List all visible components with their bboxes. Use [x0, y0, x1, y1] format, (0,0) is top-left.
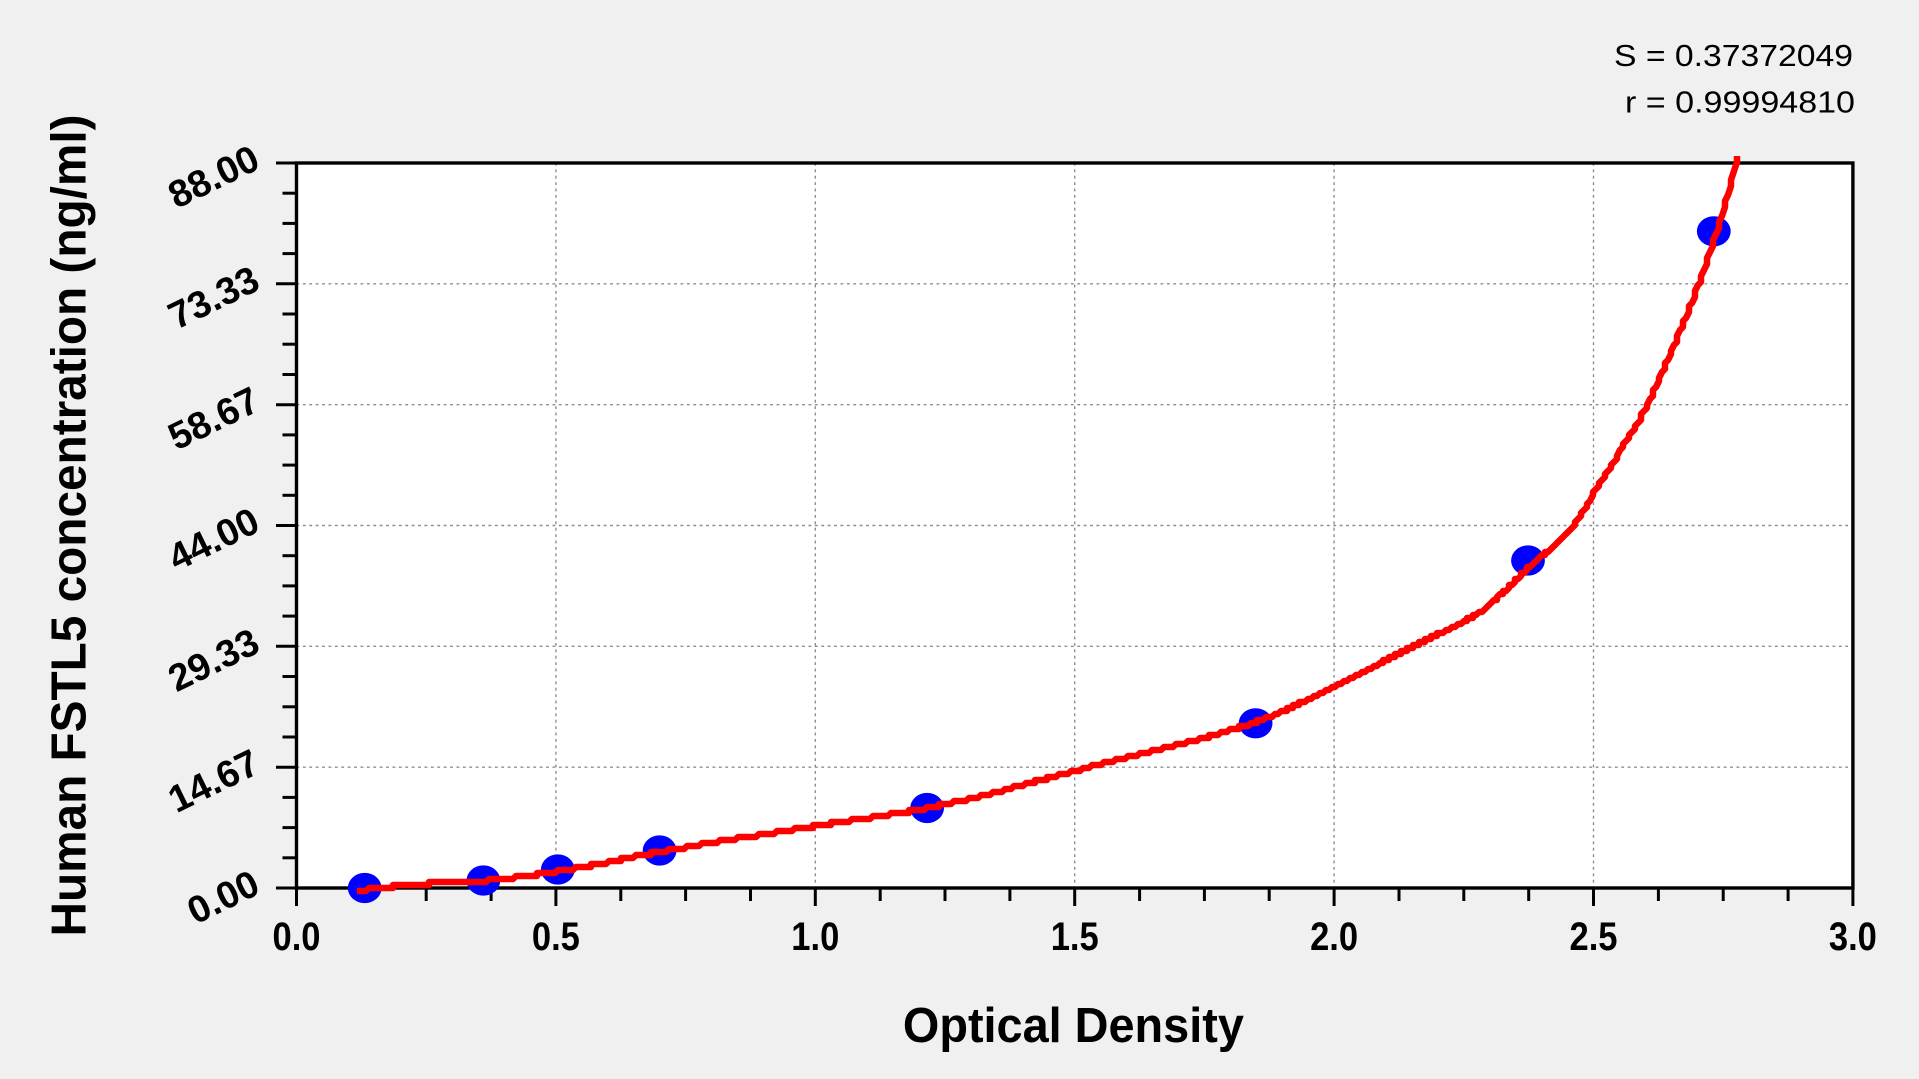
- svg-text:S = 0.37372049: S = 0.37372049: [1614, 38, 1853, 73]
- svg-text:Optical Density: Optical Density: [903, 999, 1244, 1053]
- svg-text:1.0: 1.0: [791, 915, 839, 959]
- svg-text:2.0: 2.0: [1310, 915, 1358, 959]
- svg-text:r = 0.99994810: r = 0.99994810: [1625, 85, 1855, 120]
- svg-text:0.5: 0.5: [532, 915, 580, 959]
- svg-text:Human FSTL5 concentration (ng/: Human FSTL5 concentration (ng/ml): [43, 115, 97, 937]
- svg-text:2.5: 2.5: [1570, 915, 1618, 959]
- svg-text:0.0: 0.0: [273, 915, 321, 959]
- svg-text:1.5: 1.5: [1051, 915, 1099, 959]
- svg-text:3.0: 3.0: [1829, 915, 1877, 959]
